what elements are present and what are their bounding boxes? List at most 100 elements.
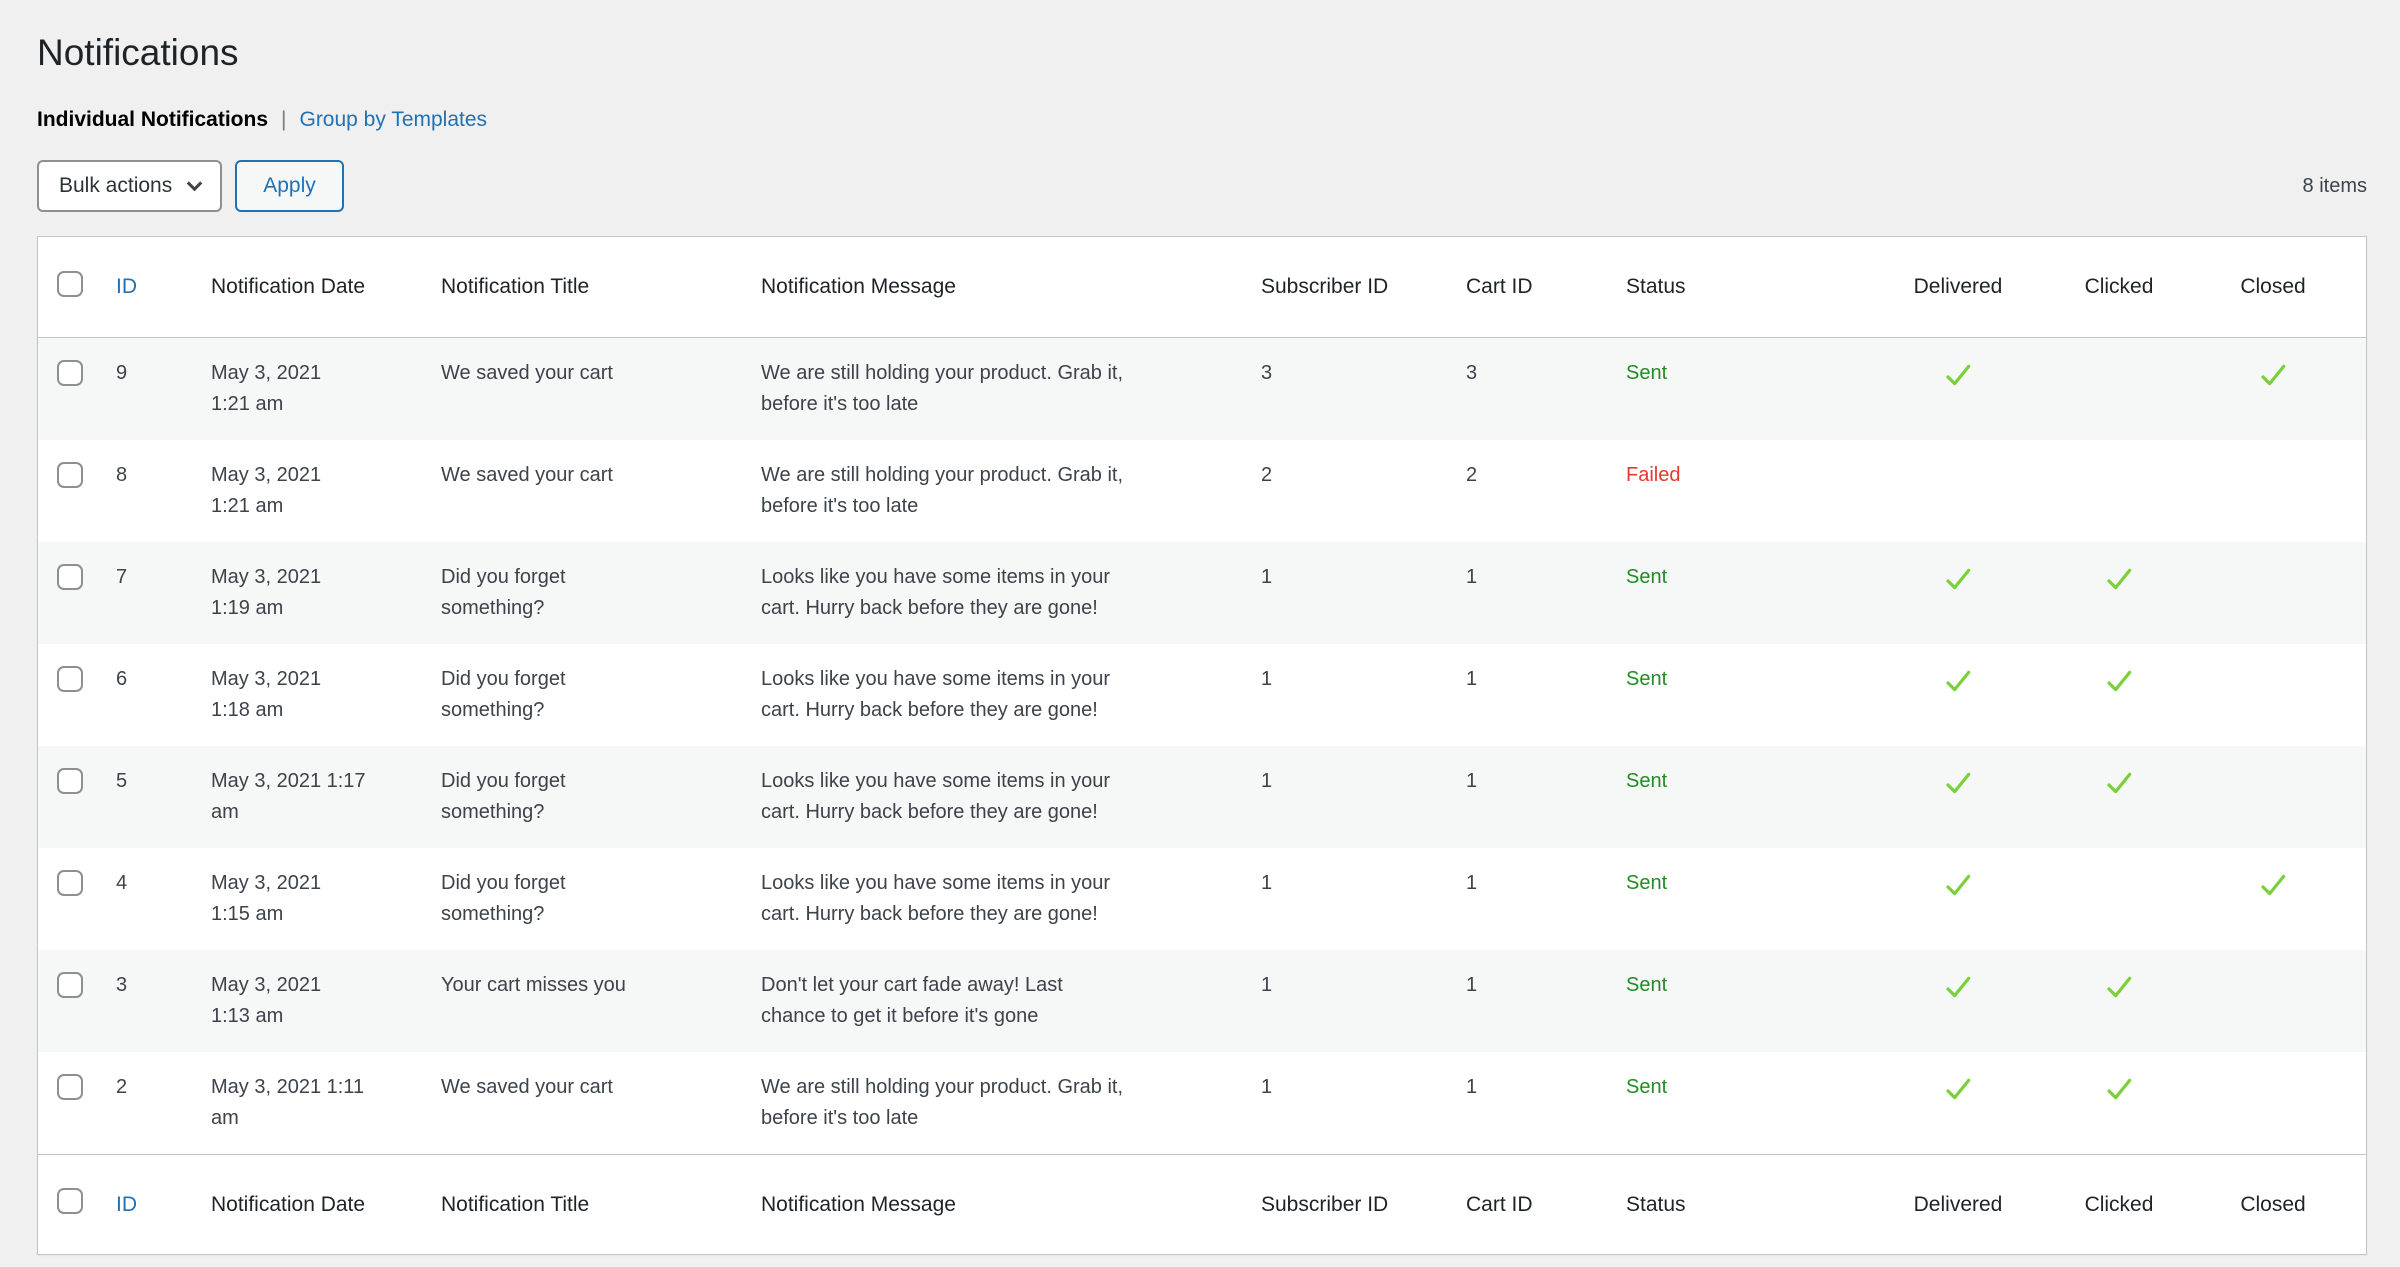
cell-delivered	[1858, 746, 2058, 848]
cell-clicked	[2058, 848, 2180, 950]
row-checkbox[interactable]	[57, 359, 83, 386]
cell-closed	[2180, 440, 2366, 542]
cell-subscriber-id: 1	[1261, 1075, 1273, 1098]
cell-title: We saved your cart	[441, 361, 613, 384]
column-header-cart-id: Cart ID	[1450, 237, 1610, 338]
table-footer: ID Notification Date Notification Title …	[38, 1153, 2366, 1254]
tab-group-by-templates[interactable]: Group by Templates	[299, 108, 488, 131]
cell-subscriber-id: 1	[1261, 871, 1273, 894]
table-header: ID Notification Date Notification Title …	[38, 237, 2366, 338]
bulk-actions-select[interactable]: Bulk actions	[37, 160, 223, 212]
cell-clicked	[2058, 1052, 2180, 1155]
cell-title: Your cart misses you	[441, 973, 626, 996]
cell-clicked	[2058, 440, 2180, 542]
select-all-checkbox-bottom[interactable]	[57, 1188, 83, 1215]
row-checkbox[interactable]	[57, 563, 83, 590]
cell-status: Sent	[1626, 973, 1668, 996]
cell-date: May 3, 2021 1:21 am	[211, 463, 322, 517]
row-checkbox[interactable]	[57, 767, 83, 794]
view-switcher: Individual Notifications | Group by Temp…	[37, 106, 2367, 134]
table-row: 8 May 3, 2021 1:21 am We saved your cart…	[38, 440, 2366, 542]
column-header-date: Notification Date	[195, 237, 425, 338]
cell-title: Did you forget something?	[441, 871, 566, 925]
notifications-table: ID Notification Date Notification Title …	[37, 236, 2367, 1255]
cell-date: May 3, 2021 1:21 am	[211, 361, 322, 415]
cell-status: Sent	[1626, 565, 1668, 588]
row-checkbox[interactable]	[57, 665, 83, 692]
cell-cart-id: 1	[1466, 769, 1478, 792]
table-row: 5 May 3, 2021 1:17 am Did you forget som…	[38, 745, 2366, 848]
column-footer-closed: Closed	[2180, 1153, 2366, 1254]
sort-by-id-link[interactable]: ID	[116, 275, 137, 299]
cell-clicked	[2058, 542, 2180, 644]
cell-subscriber-id: 1	[1261, 667, 1273, 690]
column-footer-date: Notification Date	[195, 1153, 425, 1254]
row-checkbox[interactable]	[57, 869, 83, 896]
tab-individual-notifications[interactable]: Individual Notifications	[37, 108, 269, 131]
column-footer-title: Notification Title	[425, 1153, 745, 1254]
cell-status: Sent	[1626, 871, 1668, 894]
cell-subscriber-id: 1	[1261, 973, 1273, 996]
cell-message: Don't let your cart fade away! Last chan…	[761, 973, 1063, 1027]
cell-cart-id: 1	[1466, 871, 1478, 894]
row-checkbox[interactable]	[57, 1073, 83, 1100]
cell-title: We saved your cart	[441, 463, 613, 486]
cell-status: Sent	[1626, 1075, 1668, 1098]
cell-id: 9	[116, 361, 128, 384]
tab-separator: |	[281, 108, 287, 131]
table-row: 2 May 3, 2021 1:11 am We saved your cart…	[38, 1052, 2366, 1155]
check-icon	[1941, 563, 1975, 595]
cell-date: May 3, 2021 1:18 am	[211, 667, 322, 721]
table-row: 7 May 3, 2021 1:19 am Did you forget som…	[38, 541, 2366, 644]
column-header-closed: Closed	[2180, 237, 2366, 338]
cell-title: Did you forget something?	[441, 565, 566, 619]
table-row: 3 May 3, 2021 1:13 am Your cart misses y…	[38, 949, 2366, 1052]
column-header-subscriber-id: Subscriber ID	[1245, 237, 1450, 338]
check-icon	[2256, 359, 2290, 391]
list-toolbar: Bulk actions Apply 8 items	[37, 160, 2367, 212]
select-all-checkbox[interactable]	[57, 270, 83, 297]
check-icon	[1941, 767, 1975, 799]
check-icon	[1941, 971, 1975, 1003]
cell-date: May 3, 2021 1:15 am	[211, 871, 322, 925]
cell-id: 3	[116, 973, 128, 996]
check-icon	[1941, 1073, 1975, 1105]
row-checkbox[interactable]	[57, 971, 83, 998]
column-footer-delivered: Delivered	[1858, 1153, 2058, 1254]
items-count: 8 items	[2302, 174, 2367, 197]
chevron-down-icon	[186, 175, 203, 192]
column-footer-subscriber-id: Subscriber ID	[1245, 1153, 1450, 1254]
check-icon	[1941, 665, 1975, 697]
cell-message: We are still holding your product. Grab …	[761, 361, 1124, 415]
sort-by-id-link-bottom[interactable]: ID	[116, 1192, 137, 1216]
cell-delivered	[1858, 848, 2058, 950]
cell-delivered	[1858, 337, 2058, 440]
cell-cart-id: 1	[1466, 1075, 1478, 1098]
table-row: 9 May 3, 2021 1:21 am We saved your cart…	[38, 337, 2366, 440]
cell-clicked	[2058, 337, 2180, 440]
cell-date: May 3, 2021 1:13 am	[211, 973, 322, 1027]
table-body: 9 May 3, 2021 1:21 am We saved your cart…	[38, 337, 2366, 1154]
cell-message: Looks like you have some items in your c…	[761, 667, 1111, 721]
column-header-message: Notification Message	[745, 237, 1245, 338]
cell-id: 5	[116, 769, 128, 792]
cell-message: We are still holding your product. Grab …	[761, 1075, 1124, 1129]
cell-closed	[2180, 848, 2366, 950]
check-icon	[2256, 869, 2290, 901]
column-footer-clicked: Clicked	[2058, 1153, 2180, 1254]
apply-button[interactable]: Apply	[235, 160, 344, 212]
column-header-status: Status	[1610, 237, 1858, 338]
cell-message: Looks like you have some items in your c…	[761, 871, 1111, 925]
check-icon	[2102, 971, 2136, 1003]
cell-title: We saved your cart	[441, 1075, 613, 1098]
cell-clicked	[2058, 644, 2180, 746]
table-row: 4 May 3, 2021 1:15 am Did you forget som…	[38, 848, 2366, 950]
cell-message: Looks like you have some items in your c…	[761, 769, 1111, 823]
row-checkbox[interactable]	[57, 461, 83, 488]
cell-date: May 3, 2021 1:11 am	[211, 1075, 365, 1129]
cell-cart-id: 1	[1466, 565, 1478, 588]
cell-status: Sent	[1626, 361, 1668, 384]
cell-cart-id: 3	[1466, 361, 1478, 384]
cell-delivered	[1858, 950, 2058, 1052]
check-icon	[2102, 1073, 2136, 1105]
